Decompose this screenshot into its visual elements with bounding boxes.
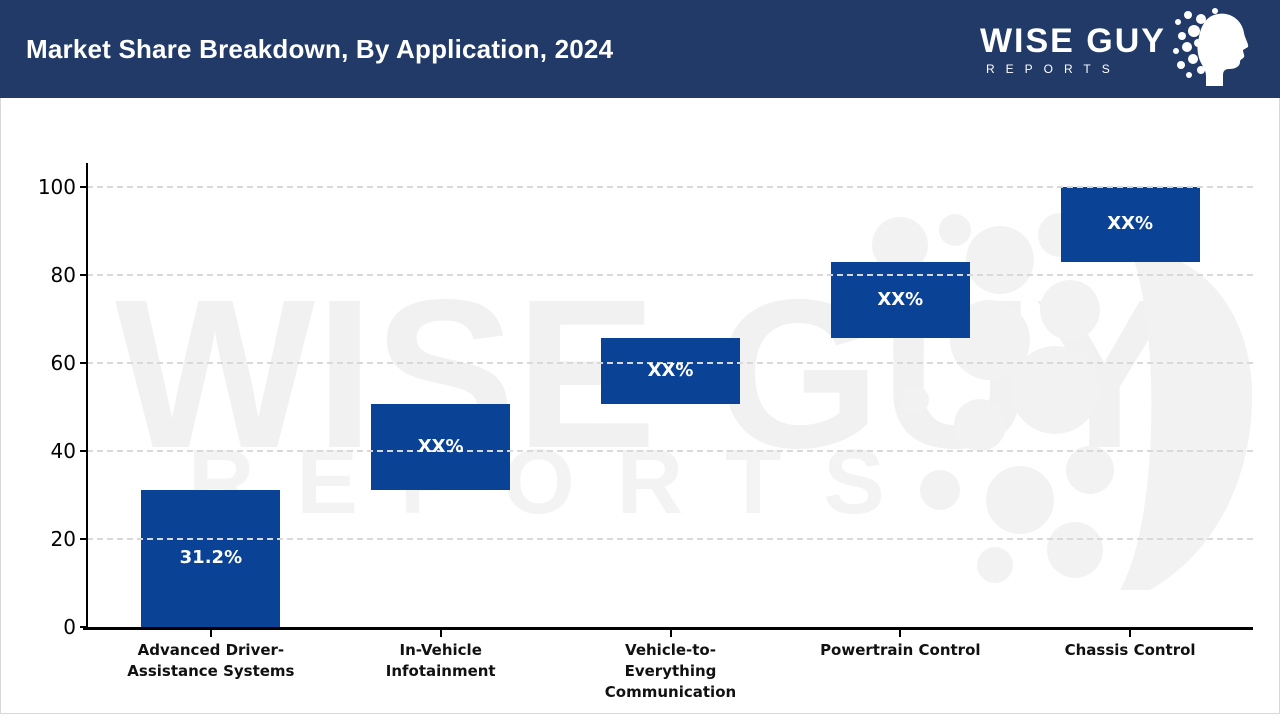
left-hairline <box>0 98 1 714</box>
header: Market Share Breakdown, By Application, … <box>0 0 1280 98</box>
bar-value-label: XX% <box>417 435 464 457</box>
y-tick-mark <box>80 186 87 188</box>
gridline-80 <box>87 274 1253 276</box>
logo-subtitle: REPORTS <box>985 61 1121 76</box>
category-label: In-Vehicle Infotainment <box>385 641 496 680</box>
y-tick-label: 100 <box>37 175 76 199</box>
x-tick-mark <box>209 630 212 637</box>
bar-value-label: 31.2% <box>179 547 243 569</box>
waterfall-bar <box>601 337 740 404</box>
x-tick-mark <box>1129 630 1132 637</box>
y-tick-mark <box>80 538 87 540</box>
bar-value-label: XX% <box>1107 213 1153 235</box>
gridline-60 <box>87 362 1253 364</box>
logo-text: WISE GUY REPORTS <box>980 23 1166 76</box>
y-tick-label: 0 <box>63 615 76 639</box>
x-tick-mark <box>439 630 442 637</box>
x-tick-mark <box>899 630 902 637</box>
wise-guy-reports-logo: WISE GUY REPORTS <box>980 6 1254 92</box>
waterfall-bar <box>371 403 511 490</box>
bottom-hairline <box>0 713 1280 714</box>
category-label: Advanced Driver- Assistance Systems <box>127 641 295 680</box>
gridline-100 <box>87 186 1253 188</box>
category-label: Powertrain Control <box>820 641 981 659</box>
gridline-20 <box>87 538 1253 540</box>
x-tick-mark <box>669 630 672 637</box>
y-tick-mark <box>80 450 87 452</box>
y-tick-mark <box>80 362 87 364</box>
y-tick-mark <box>80 274 87 276</box>
category-label: Chassis Control <box>1064 641 1196 659</box>
bar-value-label: XX% <box>647 359 694 381</box>
logo-wordmark: WISE GUY <box>979 21 1166 60</box>
gridline-40 <box>87 450 1253 452</box>
waterfall-bar <box>141 489 281 627</box>
y-tick-label: 40 <box>50 439 76 463</box>
page-title: Market Share Breakdown, By Application, … <box>26 33 614 64</box>
bar-value-label: XX% <box>877 288 924 310</box>
y-axis-line <box>86 163 88 630</box>
waterfall-bar <box>1060 187 1200 262</box>
logo-face-icon <box>1173 8 1249 86</box>
x-axis-line <box>83 627 1253 630</box>
y-tick-label: 60 <box>50 351 76 375</box>
y-tick-label: 20 <box>50 527 76 551</box>
category-label: Vehicle-to- Everything Communication <box>604 641 737 701</box>
y-tick-label: 80 <box>50 263 76 287</box>
